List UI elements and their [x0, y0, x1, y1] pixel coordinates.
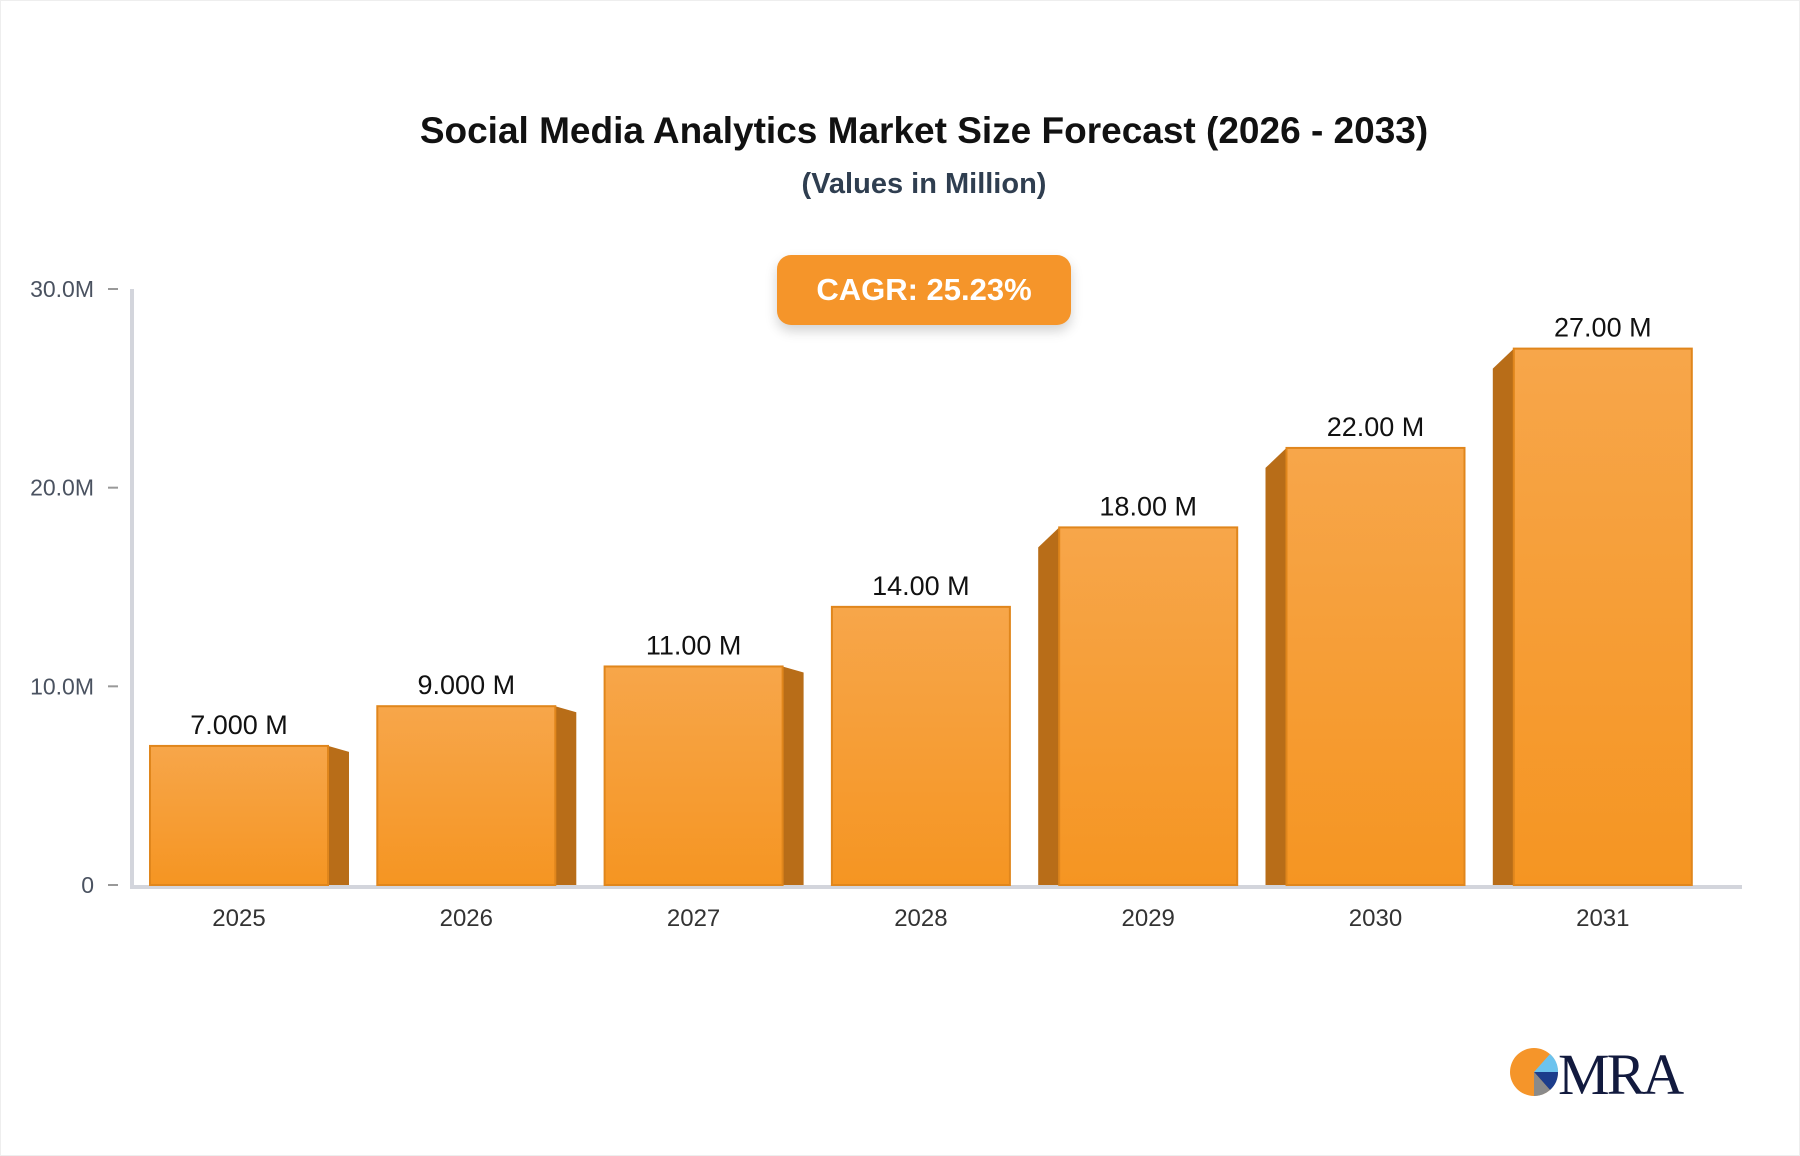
- bar: [603, 665, 784, 887]
- bar-side: [1492, 348, 1514, 886]
- y-tick-label: 0: [81, 872, 94, 898]
- data-label: 27.00 M: [1554, 313, 1652, 343]
- x-tick-label: 2027: [667, 905, 720, 932]
- svg-text:MRA: MRA: [1558, 1042, 1684, 1100]
- bar-side: [782, 666, 804, 885]
- bar: [830, 605, 1011, 886]
- data-label: 7.000 M: [190, 710, 288, 740]
- bar: [149, 744, 329, 887]
- bar-group: 22.00 M 2030: [1265, 412, 1466, 932]
- y-tick-label: 30.0M: [30, 276, 94, 302]
- bar-side: [328, 745, 349, 885]
- chart-subtitle: (Values in Million): [801, 168, 1047, 200]
- bar-side: [1038, 527, 1060, 885]
- bar: [376, 705, 557, 887]
- x-tick-label: 2030: [1349, 905, 1402, 932]
- x-tick-label: 2028: [894, 905, 947, 932]
- chart-title: Social Media Analytics Market Size Forec…: [419, 110, 1429, 151]
- data-label: 14.00 M: [872, 571, 970, 601]
- x-tick-label: 2029: [1122, 905, 1175, 932]
- bar-side: [555, 706, 577, 885]
- bar-group: 18.00 M 2029: [1038, 491, 1239, 932]
- bar: [1285, 446, 1466, 886]
- y-tick-label: 10.0M: [30, 673, 94, 699]
- x-tick-label: 2031: [1576, 905, 1629, 932]
- bar-group: 27.00 M 2031: [1492, 313, 1693, 932]
- data-label: 11.00 M: [646, 630, 742, 660]
- data-label: 9.000 M: [418, 670, 516, 700]
- bar-side: [1265, 447, 1287, 885]
- bar-group: 7.000 M 2025: [149, 710, 349, 932]
- bar: [1058, 526, 1239, 887]
- bar-group: 9.000 M 2026: [376, 670, 577, 932]
- x-tick-label: 2026: [440, 905, 493, 932]
- data-label: 18.00 M: [1099, 491, 1197, 521]
- bar: [1512, 347, 1693, 887]
- cagr-badge: CAGR: 25.23%: [777, 255, 1071, 325]
- y-tick-label: 20.0M: [30, 475, 94, 501]
- bar-group: 11.00 M 2027: [603, 630, 804, 932]
- data-label: 22.00 M: [1327, 412, 1425, 442]
- mra-logo: MRA: [1510, 1042, 1687, 1100]
- x-tick-label: 2025: [212, 905, 265, 932]
- bar-group: 14.00 M 2028: [830, 571, 1011, 932]
